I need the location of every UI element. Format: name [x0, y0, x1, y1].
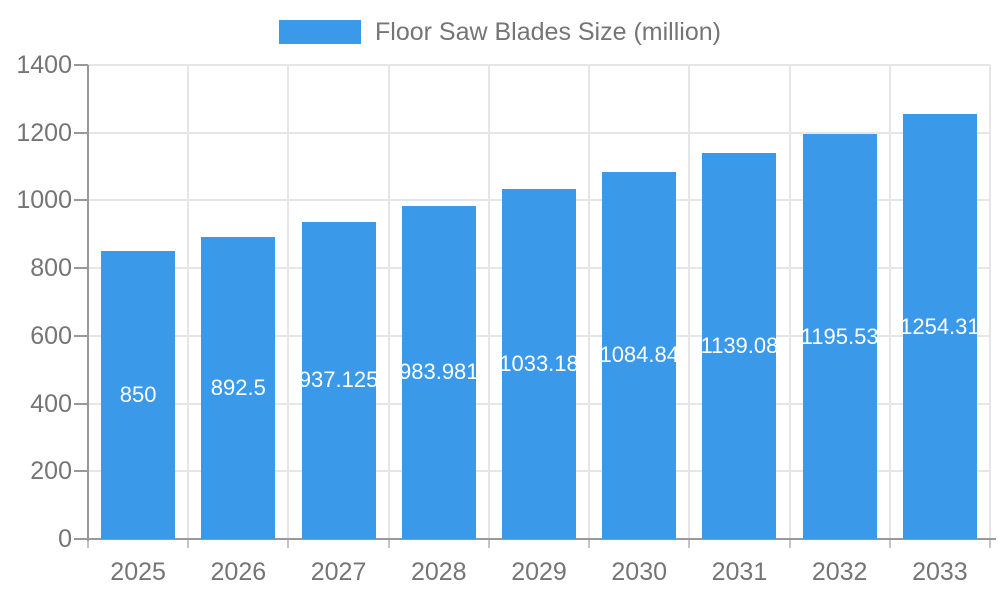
gridline-horizontal: [88, 64, 990, 66]
y-axis-label: 200: [30, 457, 72, 486]
y-axis-label: 1200: [16, 118, 72, 147]
bar-2029: 1033.18: [502, 189, 576, 539]
y-axis-tick: [74, 470, 88, 473]
gridline-vertical: [287, 65, 290, 539]
y-axis-tick: [74, 538, 88, 540]
x-axis-label: 2028: [410, 558, 467, 586]
x-axis-label: 2026: [210, 558, 267, 586]
gridline-vertical: [989, 65, 991, 539]
x-axis-label: 2030: [611, 558, 668, 586]
bar-value-label: 983.981: [401, 359, 476, 385]
bar-value-label: 1033.18: [502, 351, 576, 377]
y-axis-tick: [74, 402, 88, 405]
bar-2025: 850: [101, 251, 176, 539]
y-axis-tick: [74, 64, 88, 66]
gridline-vertical: [688, 65, 691, 539]
x-axis-tick: [487, 539, 490, 548]
gridline-vertical: [487, 65, 490, 539]
bar-2032: 1195.53: [802, 134, 877, 539]
gridline-vertical: [888, 65, 891, 539]
bar-2028: 983.981: [401, 205, 476, 539]
x-axis-tick: [888, 539, 891, 548]
bar-2033: 1254.31: [902, 114, 977, 539]
x-axis-tick: [989, 539, 991, 548]
y-axis-tick: [74, 267, 88, 270]
gridline-horizontal: [88, 131, 990, 134]
x-axis-tick: [788, 539, 791, 548]
y-axis-label: 600: [30, 321, 72, 350]
x-axis-label: 2031: [711, 558, 768, 586]
bar-value-label: 1254.31: [902, 313, 977, 339]
y-axis-label: 1000: [16, 186, 72, 215]
legend-item[interactable]: Floor Saw Blades Size (million): [0, 14, 1000, 50]
bar-2031: 1139.08: [702, 153, 777, 539]
x-axis-tick: [387, 539, 390, 548]
bar-value-label: 1139.08: [702, 333, 777, 359]
x-axis-label: 2029: [511, 558, 567, 586]
bar-2026: 892.5: [201, 236, 276, 539]
x-axis-label: 2027: [310, 558, 367, 586]
y-axis-tick: [74, 199, 88, 202]
y-axis-label: 0: [58, 525, 72, 553]
x-axis-tick: [87, 539, 89, 548]
bar-value-label: 1084.84: [602, 342, 677, 368]
y-axis-line: [87, 65, 89, 541]
bar-value-label: 1195.53: [802, 323, 877, 349]
bar-2027: 937.125: [301, 221, 376, 539]
bar-value-label: 892.5: [210, 374, 266, 400]
gridline-vertical: [788, 65, 791, 539]
x-axis-tick: [688, 539, 691, 548]
legend-swatch-icon: [279, 20, 362, 44]
bar-value-label: 937.125: [301, 367, 376, 393]
gridline-vertical: [387, 65, 390, 539]
y-axis-label: 800: [30, 254, 72, 283]
bar-value-label: 850: [119, 382, 157, 408]
legend-label: Floor Saw Blades Size (million): [375, 18, 721, 46]
y-axis-label: 400: [30, 389, 72, 418]
y-axis-tick: [74, 334, 88, 337]
x-axis-line: [88, 538, 996, 540]
x-axis-tick: [287, 539, 290, 548]
gridline-vertical: [588, 65, 591, 539]
y-axis-tick: [74, 131, 88, 134]
x-axis-label: 2032: [811, 558, 868, 586]
x-axis-tick: [187, 539, 190, 548]
x-axis-tick: [588, 539, 591, 548]
y-axis-label: 1400: [16, 51, 72, 79]
bar-2030: 1084.84: [602, 171, 677, 539]
gridline-vertical: [187, 65, 190, 539]
x-axis-label: 2033: [912, 558, 968, 586]
x-axis-label: 2025: [110, 558, 166, 586]
